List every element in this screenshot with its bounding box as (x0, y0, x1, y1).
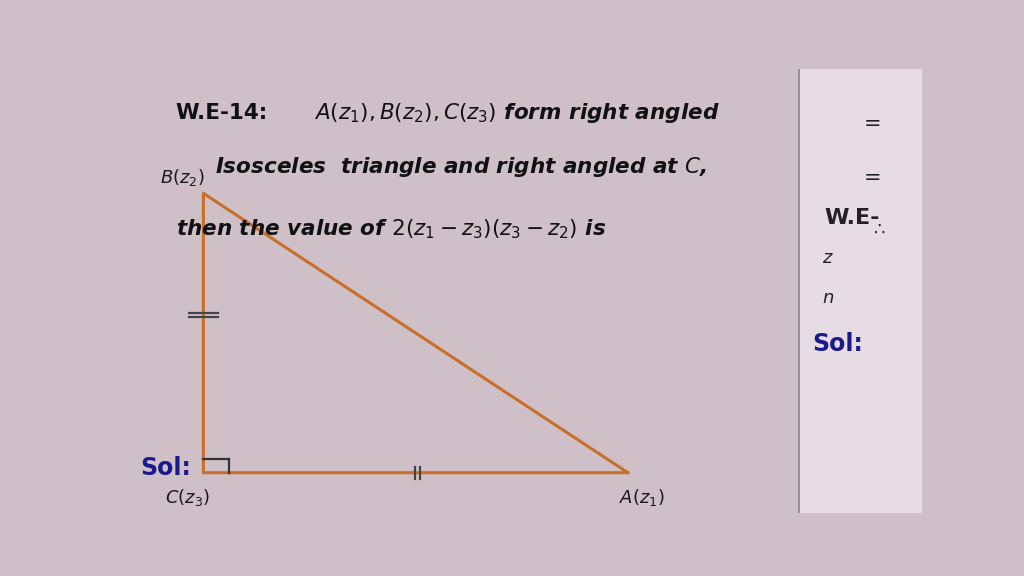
Text: $A(z_1),B(z_2),C(z_3)$ form right angled: $A(z_1),B(z_2),C(z_3)$ form right angled (314, 101, 720, 126)
Text: $A(z_1)$: $A(z_1)$ (620, 487, 666, 507)
Text: Sol:: Sol: (140, 456, 190, 480)
Text: W.E-14:: W.E-14: (176, 104, 268, 123)
Text: z: z (822, 249, 831, 267)
Bar (799, 69, 922, 513)
Text: then the value of $2\left(z_1-z_3\right)\left(z_3-z_2\right)$ is: then the value of $2\left(z_1-z_3\right)… (176, 217, 606, 241)
Text: $C(z_3)$: $C(z_3)$ (165, 487, 210, 507)
Text: W.E-: W.E- (824, 208, 880, 228)
Text: Isosceles  triangle and right angled at $C$,: Isosceles triangle and right angled at $… (215, 155, 708, 179)
Text: Sol:: Sol: (812, 332, 863, 356)
Text: $=$: $=$ (859, 165, 881, 185)
Text: $B(z_2)$: $B(z_2)$ (160, 167, 205, 188)
Text: $=$: $=$ (859, 112, 881, 132)
Text: $\therefore$: $\therefore$ (870, 220, 886, 238)
Text: n: n (822, 289, 834, 306)
